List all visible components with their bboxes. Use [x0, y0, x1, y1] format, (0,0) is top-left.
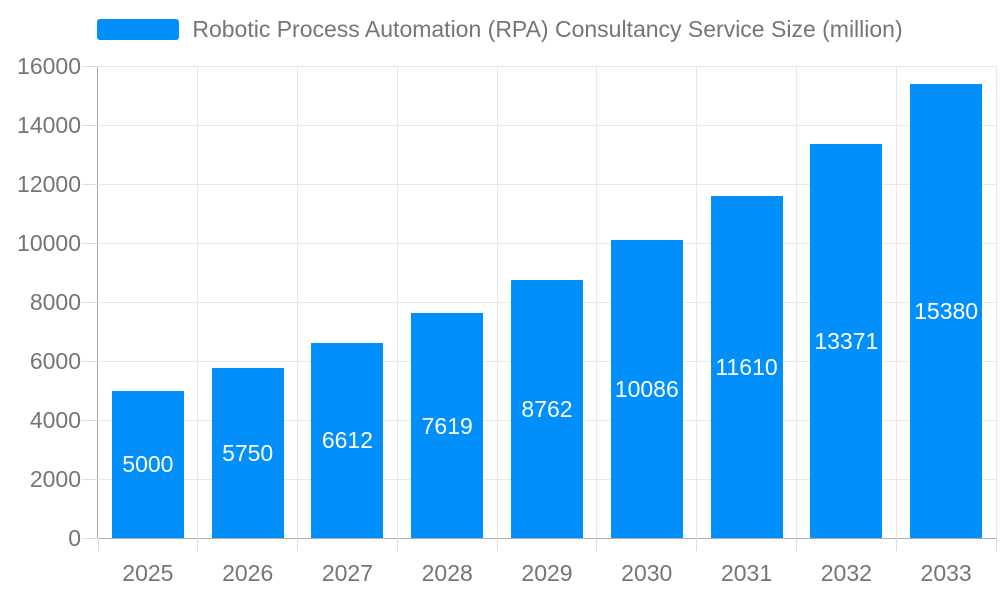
bar-value-label: 6612: [321, 427, 374, 454]
x-axis-tick: [895, 538, 897, 551]
x-axis-tick: [97, 538, 99, 551]
y-axis-tick-label: 0: [68, 525, 81, 551]
y-axis-tick-label: 6000: [29, 348, 81, 374]
y-gridline: [98, 242, 996, 244]
bar-2027[interactable]: 6612: [311, 342, 384, 538]
bar-2032[interactable]: 13371: [810, 143, 883, 538]
x-axis-tick-label: 2029: [521, 560, 573, 586]
y-axis-tick-label: 16000: [17, 53, 81, 79]
y-axis-tick: [82, 65, 98, 67]
bar-value-label: 8762: [521, 395, 573, 422]
bar-value-label: 5000: [122, 451, 174, 478]
legend-label: Robotic Process Automation (RPA) Consult…: [192, 16, 903, 42]
bar-value-label: 10086: [614, 376, 679, 403]
x-gridline: [795, 66, 797, 538]
x-gridline: [396, 66, 398, 538]
bar-2033[interactable]: 15380: [910, 84, 983, 538]
chart-legend: Robotic Process Automation (RPA) Consult…: [0, 16, 1000, 43]
bar-2028[interactable]: 7619: [411, 313, 484, 538]
x-gridline: [895, 66, 897, 538]
bar-2031[interactable]: 11610: [710, 195, 783, 538]
y-axis-tick-label: 10000: [17, 230, 81, 256]
x-axis-tick: [396, 538, 398, 551]
legend-swatch-icon: [97, 19, 180, 40]
y-axis-tick-label: 8000: [29, 289, 81, 315]
y-axis-tick: [82, 124, 98, 126]
x-axis-tick-label: 2027: [321, 560, 374, 586]
legend-item-rpa-series[interactable]: Robotic Process Automation (RPA) Consult…: [97, 16, 903, 43]
x-axis-tick: [197, 538, 199, 551]
x-gridline: [297, 66, 299, 538]
x-axis-tick-label: 2032: [820, 560, 872, 586]
x-gridline: [995, 66, 997, 538]
bar-value-label: 7619: [421, 412, 473, 439]
x-axis-tick-label: 2026: [222, 560, 274, 586]
x-axis-tick: [596, 538, 598, 551]
y-axis-tick-label: 12000: [17, 171, 81, 197]
x-gridline: [696, 66, 698, 538]
x-gridline: [596, 66, 598, 538]
bar-2025[interactable]: 5000: [111, 390, 184, 538]
x-axis-tick-label: 2028: [421, 560, 473, 586]
bar-value-label: 11610: [715, 353, 778, 380]
x-axis-tick-label: 2033: [920, 560, 972, 586]
x-axis-tick: [496, 538, 498, 551]
y-axis-tick-label: 4000: [29, 407, 81, 433]
bar-2030[interactable]: 10086: [610, 240, 683, 538]
y-axis-tick: [82, 478, 98, 480]
x-axis-tick-label: 2031: [720, 560, 773, 586]
x-axis-tick: [995, 538, 997, 551]
x-axis-tick: [297, 538, 299, 551]
x-axis-tick-label: 2030: [621, 560, 673, 586]
y-axis-tick: [82, 537, 98, 539]
bar-value-label: 5750: [222, 440, 274, 467]
y-axis-tick-label: 14000: [17, 112, 81, 138]
y-axis-tick: [82, 183, 98, 185]
x-gridline: [197, 66, 199, 538]
y-axis-tick: [82, 419, 98, 421]
y-axis-tick: [82, 360, 98, 362]
y-axis-tick-label: 2000: [29, 466, 81, 492]
y-gridline: [98, 183, 996, 185]
y-axis-tick: [82, 242, 98, 244]
x-axis-tick: [795, 538, 797, 551]
x-axis-tick: [696, 538, 698, 551]
x-axis-tick-label: 2025: [122, 560, 174, 586]
y-axis-tick: [82, 301, 98, 303]
bar-value-label: 13371: [814, 327, 879, 354]
y-gridline: [98, 65, 996, 67]
plot-area: 0 2000 4000 6000 8000 10000 12000 14000 16000 500…: [17, 53, 997, 586]
bar-value-label: 15380: [914, 298, 979, 325]
x-gridline: [496, 66, 498, 538]
bar-2026[interactable]: 5750: [211, 368, 284, 538]
bar-2029[interactable]: 8762: [511, 279, 583, 538]
y-gridline: [98, 124, 996, 126]
